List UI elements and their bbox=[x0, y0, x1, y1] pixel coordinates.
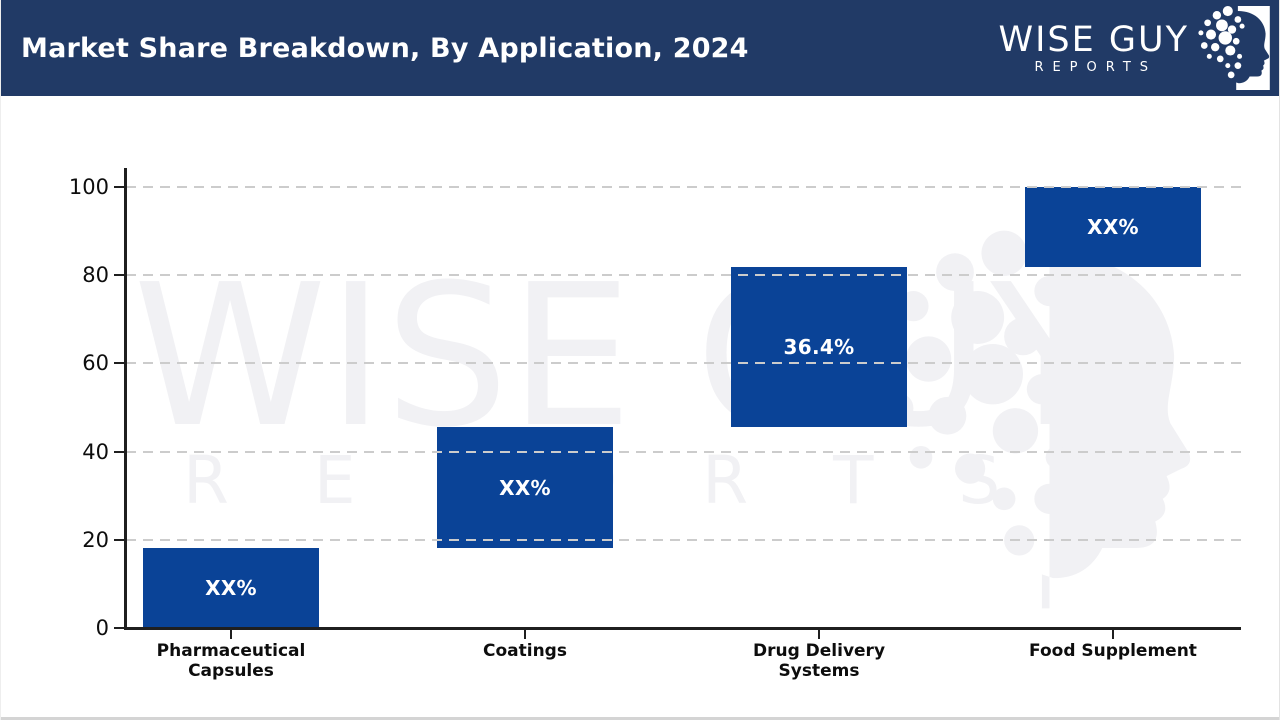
x-tick bbox=[524, 630, 526, 639]
bar: XX% bbox=[143, 547, 319, 628]
gridline bbox=[126, 362, 1241, 365]
x-axis bbox=[124, 627, 1241, 630]
brand-subname: REPORTS bbox=[1034, 59, 1158, 75]
category-label: Food Supplement bbox=[1029, 641, 1197, 661]
bar-value-label: 36.4% bbox=[783, 335, 855, 360]
bar: 36.4% bbox=[731, 266, 907, 428]
x-tick bbox=[230, 630, 232, 639]
brand-logo: WISE GUY REPORTS bbox=[998, 6, 1279, 90]
header-bar: Market Share Breakdown, By Application, … bbox=[1, 0, 1279, 96]
bottom-border bbox=[1, 717, 1279, 720]
category-label: Coatings bbox=[483, 641, 567, 661]
y-tick bbox=[114, 362, 124, 365]
y-tick-label: 0 bbox=[95, 616, 109, 640]
gridline bbox=[126, 538, 1241, 541]
gridline bbox=[126, 450, 1241, 453]
brand-logo-text: WISE GUY REPORTS bbox=[998, 22, 1189, 75]
category-label: Pharmaceutical Capsules bbox=[156, 641, 306, 681]
y-tick bbox=[114, 186, 124, 188]
y-tick bbox=[114, 627, 124, 629]
y-tick bbox=[114, 538, 124, 541]
gridline bbox=[126, 274, 1241, 277]
y-tick bbox=[114, 450, 124, 453]
bar-value-label: XX% bbox=[205, 575, 257, 600]
y-tick-label: 40 bbox=[82, 439, 109, 464]
brand-name: WISE GUY bbox=[998, 19, 1189, 60]
brand-head-icon bbox=[1198, 6, 1270, 90]
bar-value-label: XX% bbox=[1087, 214, 1139, 239]
bar: XX% bbox=[1025, 187, 1201, 267]
x-tick bbox=[1112, 630, 1114, 639]
bar: XX% bbox=[437, 427, 613, 548]
x-tick bbox=[818, 630, 820, 639]
category-label: Drug Delivery Systems bbox=[752, 641, 886, 681]
bar-value-label: XX% bbox=[499, 475, 551, 500]
y-axis bbox=[124, 168, 127, 630]
gridline bbox=[126, 186, 1241, 188]
page-title: Market Share Breakdown, By Application, … bbox=[21, 32, 749, 64]
y-tick-label: 100 bbox=[68, 175, 109, 199]
y-tick-label: 60 bbox=[82, 351, 109, 376]
y-tick bbox=[114, 274, 124, 277]
y-tick-label: 20 bbox=[82, 527, 109, 552]
y-tick-label: 80 bbox=[82, 263, 109, 288]
